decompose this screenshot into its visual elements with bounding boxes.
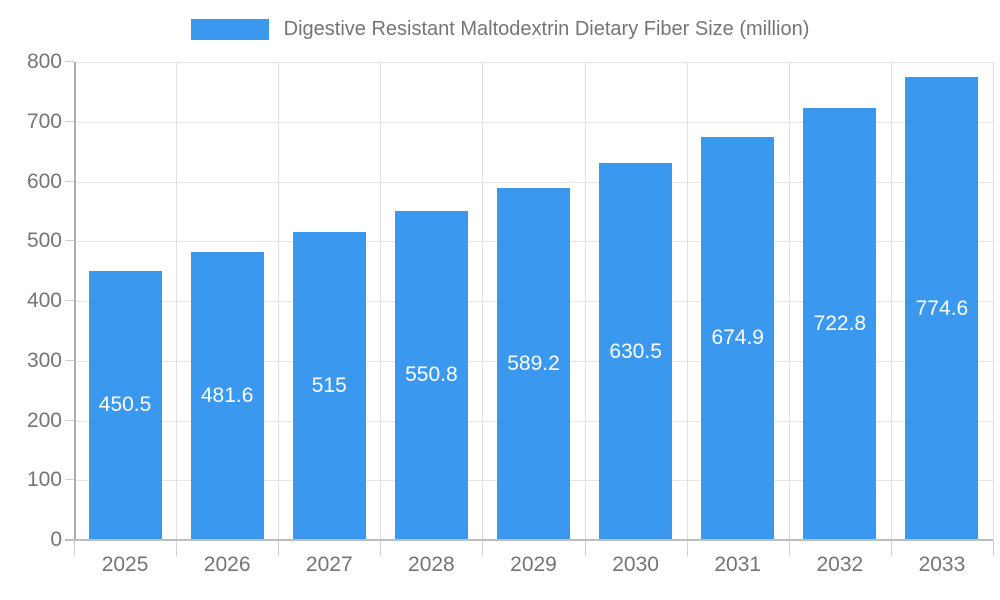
v-gridline bbox=[890, 62, 892, 540]
v-gridline bbox=[482, 62, 484, 540]
x-axis-label: 2032 bbox=[816, 553, 864, 576]
bar-value-label: 515 bbox=[311, 374, 347, 398]
y-tick bbox=[65, 300, 74, 301]
x-axis-label: 2030 bbox=[612, 553, 659, 576]
bar: 774.6 bbox=[905, 77, 979, 540]
x-tick bbox=[890, 540, 892, 556]
v-gridline bbox=[993, 62, 994, 540]
y-axis-label: 500 bbox=[26, 229, 62, 253]
v-gridline bbox=[584, 62, 586, 540]
v-gridline bbox=[176, 62, 178, 540]
y-axis-label: 700 bbox=[26, 109, 62, 133]
bar: 722.8 bbox=[803, 108, 877, 540]
bar-value-label: 481.6 bbox=[200, 384, 254, 408]
y-axis-label: 800 bbox=[26, 50, 62, 73]
bar: 589.2 bbox=[497, 187, 570, 540]
x-axis-label: 2027 bbox=[305, 553, 353, 576]
x-axis-label: 2029 bbox=[510, 553, 557, 576]
bar: 550.8 bbox=[394, 210, 468, 540]
y-axis: 0 100 200 300 400 500 600 700 800 bbox=[0, 50, 62, 551]
v-gridline bbox=[278, 62, 280, 540]
v-gridline bbox=[686, 62, 688, 540]
x-tick bbox=[278, 540, 280, 556]
legend-swatch[interactable] bbox=[190, 18, 269, 40]
y-axis-label: 0 bbox=[50, 528, 62, 551]
x-tick bbox=[788, 540, 790, 556]
h-gridline bbox=[74, 121, 993, 123]
x-axis-label: 2033 bbox=[918, 553, 966, 576]
y-tick bbox=[65, 240, 74, 242]
y-axis-label: 600 bbox=[26, 169, 62, 193]
bar-value-label: 589.2 bbox=[507, 351, 560, 375]
x-axis-label: 2031 bbox=[714, 553, 762, 576]
x-axis-label: 2025 bbox=[101, 553, 149, 576]
chart-legend: Digestive Resistant Maltodextrin Dietary… bbox=[0, 15, 1000, 43]
x-tick bbox=[482, 540, 484, 556]
x-tick bbox=[176, 540, 178, 556]
y-axis-label: 300 bbox=[26, 348, 62, 372]
y-axis-line bbox=[74, 62, 76, 540]
x-tick bbox=[74, 540, 75, 556]
bar: 481.6 bbox=[190, 252, 264, 540]
y-axis-label: 100 bbox=[26, 468, 62, 492]
y-tick bbox=[65, 61, 74, 62]
plot-area: 450.5 481.6 515 550.8 589.2 630.5 674.9 722.8 77… bbox=[65, 61, 994, 556]
legend-label[interactable]: Digestive Resistant Maltodextrin Dietary… bbox=[283, 17, 810, 40]
bar-value-label: 774.6 bbox=[915, 296, 969, 320]
y-tick bbox=[65, 479, 74, 481]
y-axis-label: 400 bbox=[26, 289, 62, 312]
y-tick bbox=[65, 359, 74, 361]
x-axis-line bbox=[65, 539, 993, 541]
h-gridline bbox=[74, 62, 993, 63]
v-gridline bbox=[788, 62, 790, 540]
bar: 515 bbox=[292, 232, 366, 540]
h-gridline bbox=[74, 181, 993, 183]
y-tick bbox=[65, 120, 74, 122]
x-tick bbox=[686, 540, 688, 556]
bar: 630.5 bbox=[599, 163, 673, 540]
x-axis: 2025 2026 2027 2028 2029 2030 2031 2032 2033 bbox=[74, 553, 993, 583]
bar-value-label: 630.5 bbox=[609, 339, 662, 363]
bar-value-label: 674.9 bbox=[711, 326, 764, 350]
x-tick bbox=[380, 540, 382, 556]
bar: 450.5 bbox=[88, 270, 162, 540]
bar-value-label: 450.5 bbox=[98, 393, 152, 417]
x-tick bbox=[993, 540, 994, 556]
bar-value-label: 550.8 bbox=[405, 363, 458, 387]
x-tick bbox=[584, 540, 586, 556]
bar: 674.9 bbox=[701, 136, 775, 540]
x-axis-label: 2026 bbox=[203, 553, 251, 576]
y-tick bbox=[65, 419, 74, 421]
bar-value-label: 722.8 bbox=[813, 312, 867, 336]
y-tick bbox=[65, 180, 74, 182]
x-axis-label: 2028 bbox=[408, 553, 455, 576]
y-axis-label: 200 bbox=[26, 408, 62, 432]
v-gridline bbox=[380, 62, 382, 540]
